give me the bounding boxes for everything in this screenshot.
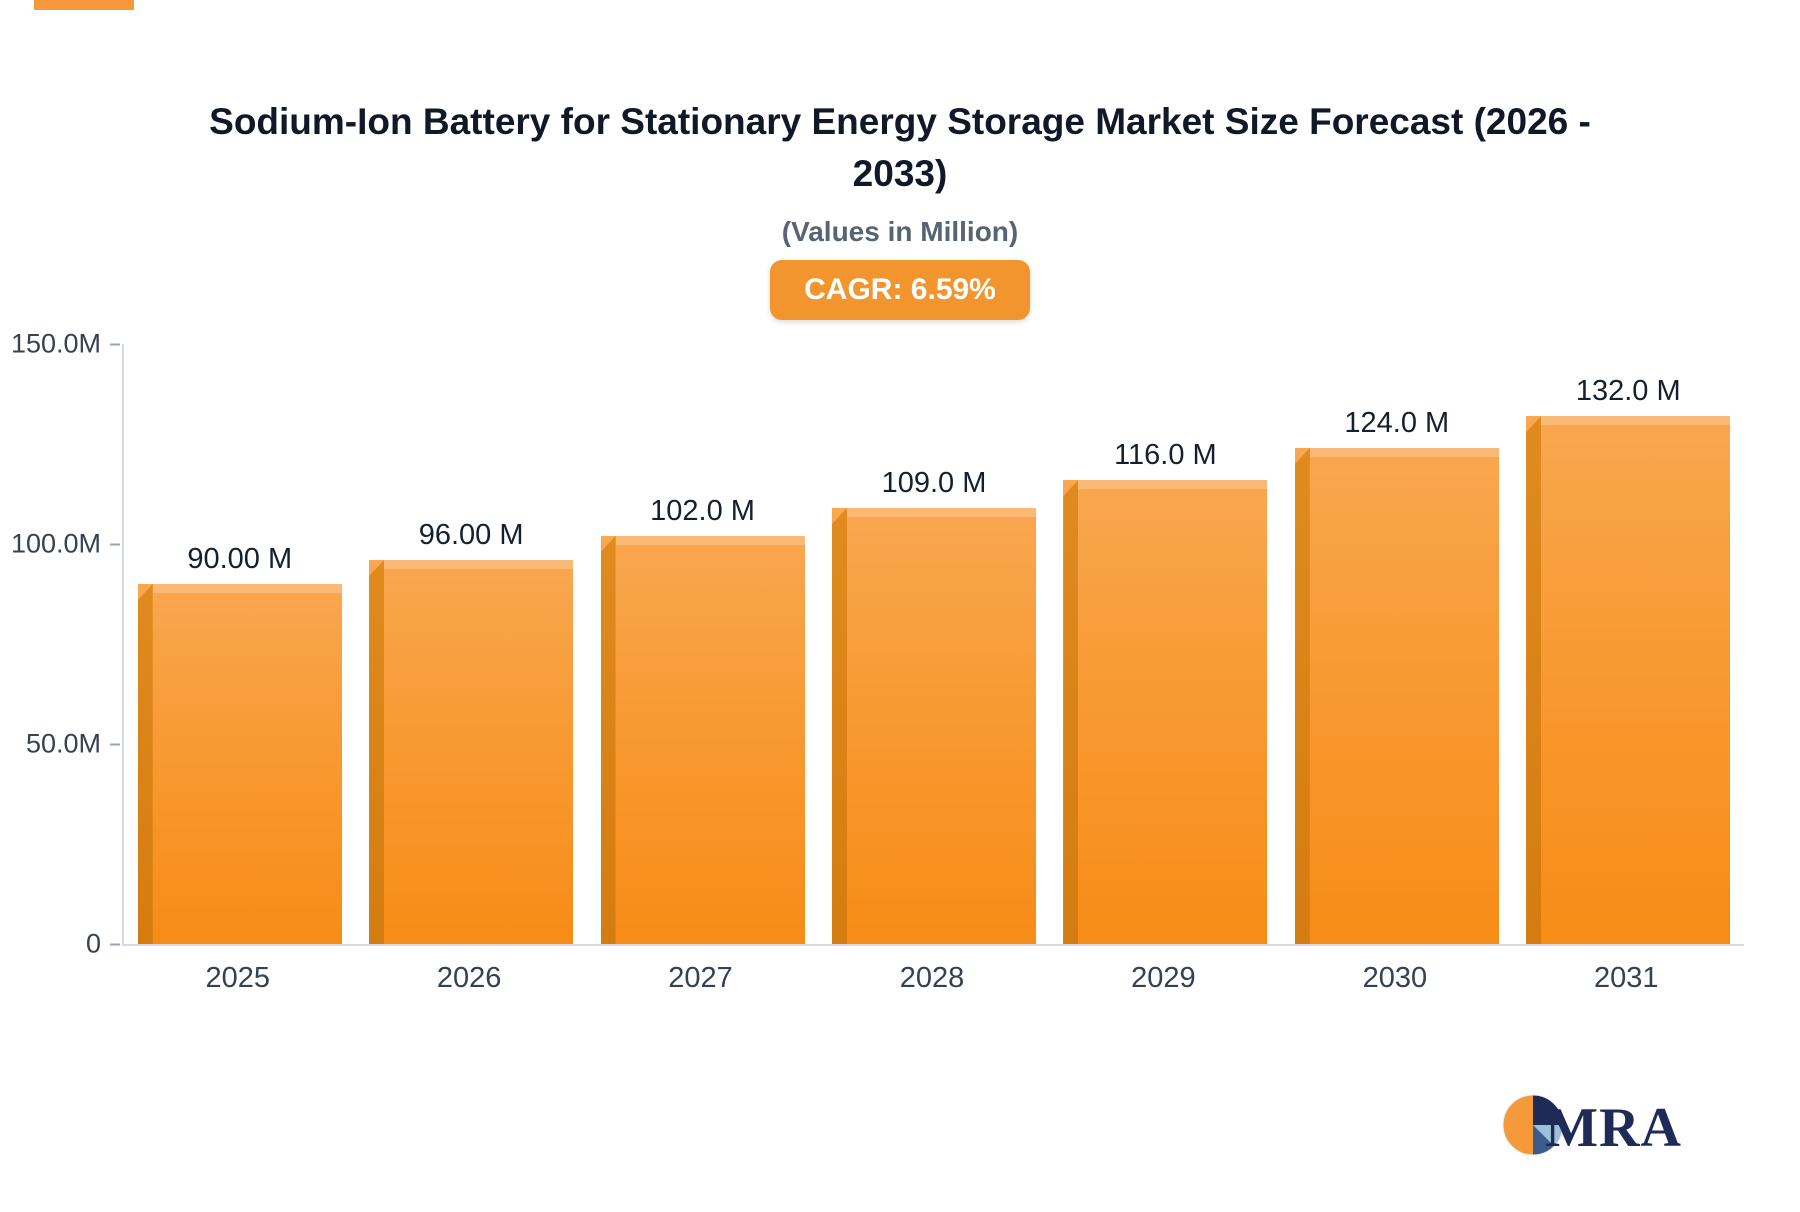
x-axis-labels: 2025 2026 2027 2028 2029 2030 2031 — [122, 962, 1742, 995]
bar-2029[interactable] — [1063, 480, 1268, 944]
logo-text: MRA — [1545, 1096, 1682, 1159]
bar-2025[interactable] — [137, 584, 342, 944]
bar-value-label: 90.00 M — [187, 543, 293, 575]
bar-2031[interactable] — [1526, 416, 1731, 944]
y-tick-label: 100.0M — [10, 528, 101, 559]
chart-header: Sodium-Ion Battery for Stationary Energy… — [0, 0, 1800, 320]
bar-value-label: 116.0 M — [1114, 439, 1217, 471]
bar-value-label: 109.0 M — [881, 467, 987, 499]
plot-area: 90.00 M 96.00 M 102.0 M 109.0 M 116.0 M 124.0… — [122, 344, 1744, 946]
bar-slot: 124.0 M — [1281, 344, 1512, 944]
bar-slot: 109.0 M — [818, 344, 1049, 944]
page-title: Sodium-Ion Battery for Stationary Energy… — [209, 101, 1591, 194]
y-tick-mark — [110, 943, 120, 945]
x-axis-label: 2029 — [1131, 962, 1196, 994]
bar-slot: 132.0 M — [1513, 344, 1744, 944]
y-tick-mark — [110, 743, 120, 745]
brand-logo: MRA — [1501, 1093, 1682, 1162]
bar-slot: 102.0 M — [587, 344, 818, 944]
bar-2028[interactable] — [831, 508, 1036, 944]
bar-slot: 116.0 M — [1050, 344, 1281, 944]
bar-2027[interactable] — [600, 536, 805, 944]
x-axis-label: 2025 — [205, 962, 270, 994]
bar-value-label: 132.0 M — [1575, 375, 1681, 407]
y-tick-label: 150.0M — [10, 328, 101, 359]
y-tick-label: 50.0M — [25, 728, 101, 759]
x-axis-label: 2030 — [1362, 962, 1428, 994]
chart-subtitle: (Values in Million) — [781, 215, 1019, 247]
y-tick: 50.0M — [26, 729, 120, 760]
bar-value-label: 124.0 M — [1344, 407, 1450, 439]
x-axis-label: 2031 — [1593, 962, 1659, 994]
x-axis-label: 2028 — [899, 962, 965, 994]
y-tick: 0 — [86, 929, 120, 960]
bar-slot: 96.00 M — [355, 344, 586, 944]
bar-2030[interactable] — [1294, 448, 1499, 944]
y-axis: 150.0M 100.0M 50.0M 0 — [0, 329, 122, 959]
y-tick: 150.0M — [11, 329, 120, 360]
cagr-badge: CAGR: 6.59% — [770, 259, 1030, 320]
bar-2026[interactable] — [369, 560, 574, 944]
x-axis-label: 2026 — [436, 962, 502, 994]
y-tick-mark — [110, 343, 120, 345]
bars-row: 90.00 M 96.00 M 102.0 M 109.0 M 116.0 M 124.0… — [124, 344, 1744, 944]
bar-value-label: 96.00 M — [418, 519, 524, 551]
bar-value-label: 102.0 M — [650, 495, 755, 527]
bar-slot: 90.00 M — [124, 344, 355, 944]
bar-chart: 150.0M 100.0M 50.0M 0 90.00 M 96.00 M 102.0 M… — [0, 329, 1800, 1044]
y-tick-label: 0 — [85, 928, 101, 959]
y-tick: 100.0M — [11, 529, 120, 560]
x-axis-label: 2027 — [668, 962, 733, 994]
logo-icon — [1501, 1093, 1565, 1162]
top-accent-strip — [34, 0, 134, 10]
y-tick-mark — [110, 543, 120, 545]
